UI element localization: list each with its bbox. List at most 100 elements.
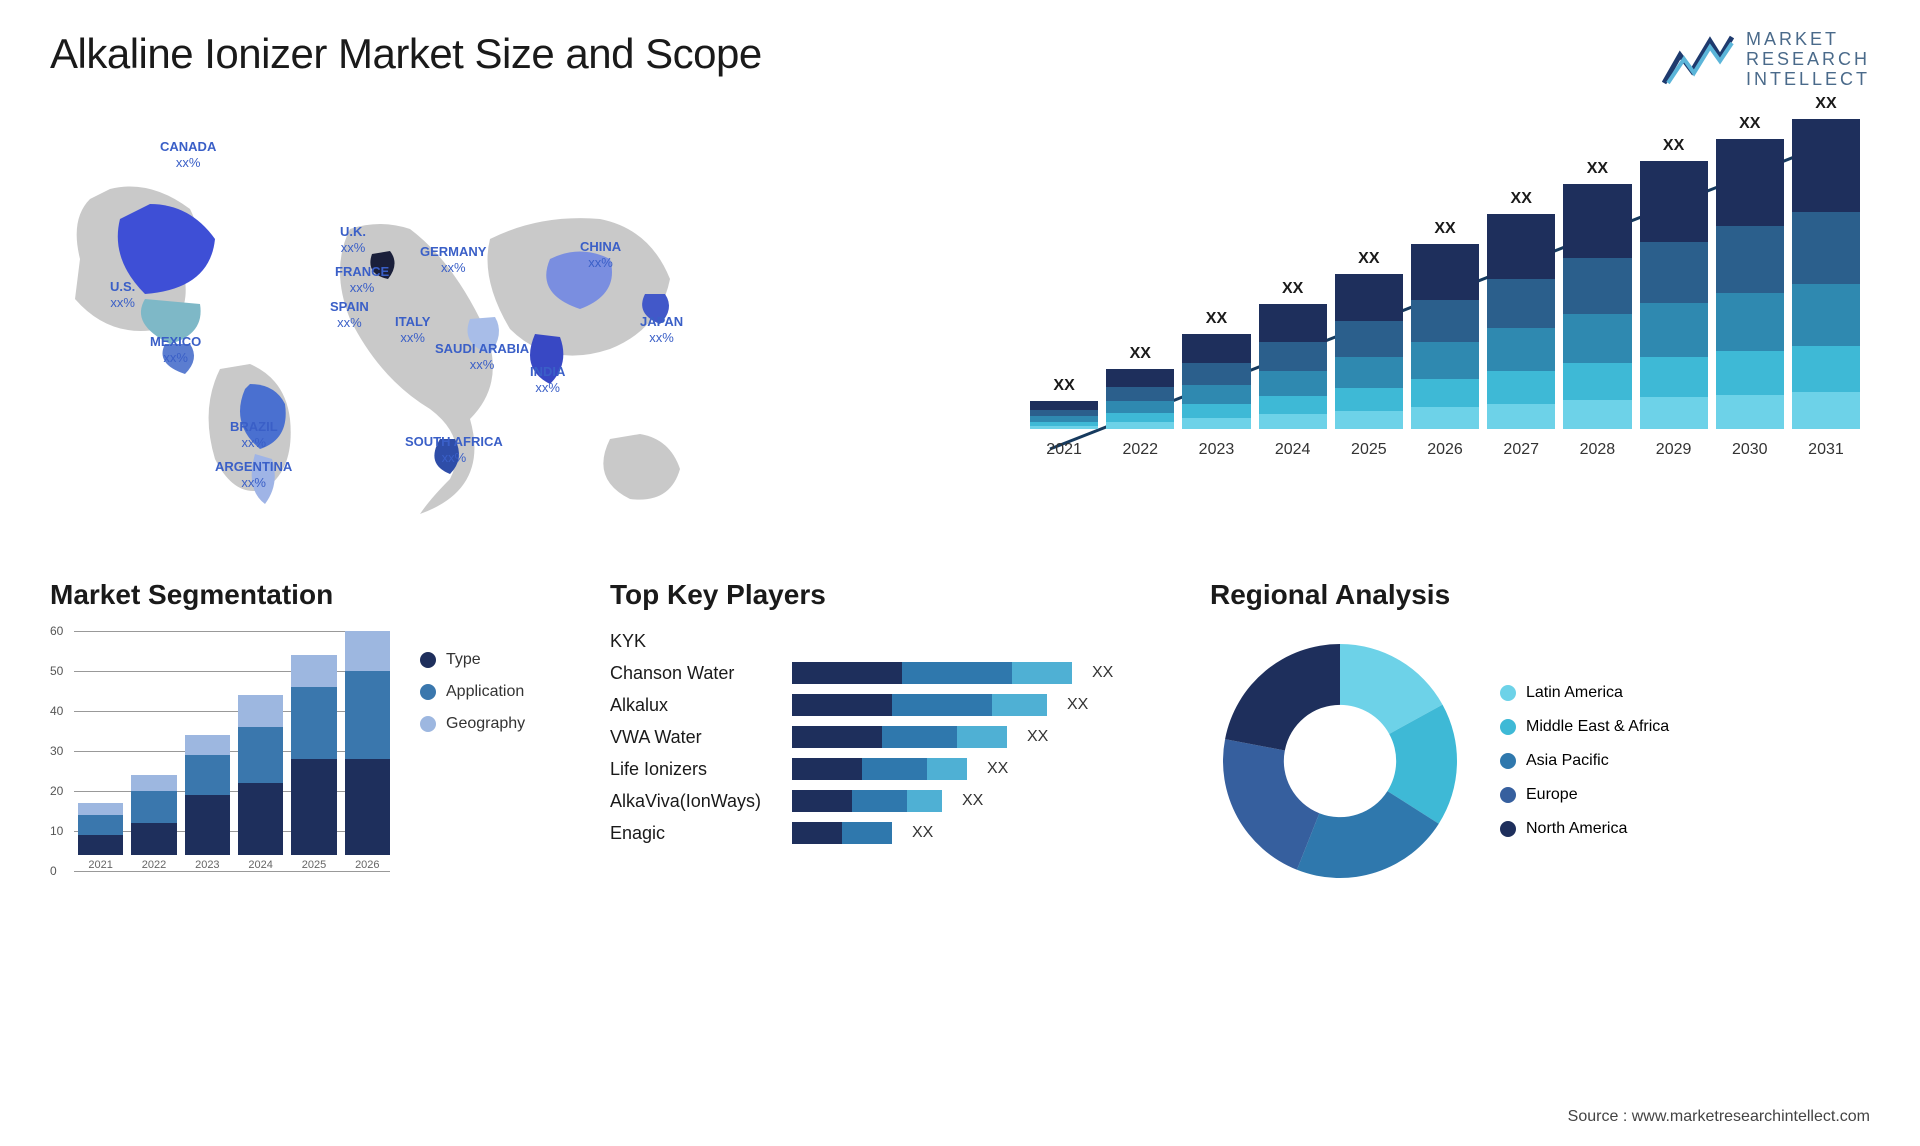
player-name: Alkalux xyxy=(610,695,780,716)
regional-legend: Latin America Middle East & Africa Asia Pa… xyxy=(1500,684,1669,838)
seg-bar-2023: 2023 xyxy=(185,735,230,871)
players-chart: KYKChanson WaterXXAlkaluxXXVWA WaterXXLi… xyxy=(610,631,1170,844)
growth-bar-value: XX xyxy=(1053,377,1074,395)
legend-label: Latin America xyxy=(1526,684,1623,702)
donut-slice xyxy=(1225,644,1340,750)
seg-bar-year: 2023 xyxy=(195,859,219,871)
legend-label: Geography xyxy=(446,715,525,733)
page-title: Alkaline Ionizer Market Size and Scope xyxy=(50,30,762,78)
map-label-france: FRANCExx% xyxy=(335,264,389,295)
legend-dot xyxy=(1500,753,1516,769)
regional-title: Regional Analysis xyxy=(1210,579,1870,611)
player-row: VWA Water XX xyxy=(610,726,1170,748)
seg-bar-2025: 2025 xyxy=(291,655,336,871)
player-value: XX xyxy=(1092,664,1113,682)
seg-bar-year: 2022 xyxy=(142,859,166,871)
growth-bar-year: 2029 xyxy=(1656,441,1692,459)
seg-bar-2026: 2026 xyxy=(345,631,390,871)
player-name: KYK xyxy=(610,631,780,652)
map-label-japan: JAPANxx% xyxy=(640,314,683,345)
player-bar xyxy=(792,822,892,844)
seg-bar-2024: 2024 xyxy=(238,695,283,871)
growth-bar-2023: XX2023 xyxy=(1182,310,1250,459)
players-title: Top Key Players xyxy=(610,579,1170,611)
legend-item: Middle East & Africa xyxy=(1500,718,1669,736)
player-bar xyxy=(792,662,1072,684)
player-row: EnagicXX xyxy=(610,822,1170,844)
growth-chart: XX2021XX2022XX2023XX2024XX2025XX2026XX20… xyxy=(1020,119,1870,539)
player-value: XX xyxy=(987,760,1008,778)
seg-bar-year: 2025 xyxy=(302,859,326,871)
player-row: Life Ionizers XX xyxy=(610,758,1170,780)
map-label-germany: GERMANYxx% xyxy=(420,244,486,275)
growth-bar-value: XX xyxy=(1358,250,1379,268)
growth-bar-2029: XX2029 xyxy=(1640,137,1708,459)
growth-bar-year: 2031 xyxy=(1808,441,1844,459)
legend-item: Application xyxy=(420,683,525,701)
legend-label: Application xyxy=(446,683,524,701)
legend-label: Europe xyxy=(1526,786,1578,804)
growth-bar-2025: XX 2025 xyxy=(1335,250,1403,459)
map-label-mexico: MEXICOxx% xyxy=(150,334,201,365)
growth-bar-year: 2030 xyxy=(1732,441,1768,459)
legend-dot xyxy=(420,684,436,700)
growth-bar-value: XX xyxy=(1282,280,1303,298)
legend-dot xyxy=(1500,787,1516,803)
map-label-saudi-arabia: SAUDI ARABIAxx% xyxy=(435,341,529,372)
map-label-india: INDIAxx% xyxy=(530,364,565,395)
seg-axis-tick: 0 xyxy=(50,864,57,878)
growth-bar-year: 2022 xyxy=(1122,441,1158,459)
player-bar xyxy=(792,790,942,812)
logo-text-1: MARKET xyxy=(1746,30,1870,50)
growth-bar-2022: XX2022 xyxy=(1106,345,1174,459)
legend-item: Type xyxy=(420,651,525,669)
legend-item: North America xyxy=(1500,820,1669,838)
legend-item: Asia Pacific xyxy=(1500,752,1669,770)
player-row: Alkalux XX xyxy=(610,694,1170,716)
legend-dot xyxy=(420,716,436,732)
growth-bar-value: XX xyxy=(1815,95,1836,113)
seg-bar-2021: 2021 xyxy=(78,803,123,871)
map-label-spain: SPAINxx% xyxy=(330,299,369,330)
legend-item: Europe xyxy=(1500,786,1669,804)
player-value: XX xyxy=(1027,728,1048,746)
growth-bar-2024: XX2024 xyxy=(1259,280,1327,459)
source-footer: Source : www.marketresearchintellect.com xyxy=(1568,1108,1870,1126)
growth-bar-value: XX xyxy=(1739,115,1760,133)
map-label-italy: ITALYxx% xyxy=(395,314,430,345)
growth-bar-2028: XX 2028 xyxy=(1563,160,1631,459)
brand-logo: MARKET RESEARCH INTELLECT xyxy=(1662,30,1870,89)
logo-text-2: RESEARCH xyxy=(1746,50,1870,70)
growth-bar-value: XX xyxy=(1511,190,1532,208)
regional-donut xyxy=(1210,631,1470,891)
player-row: KYK xyxy=(610,631,1170,652)
seg-bar-year: 2024 xyxy=(248,859,272,871)
logo-text-3: INTELLECT xyxy=(1746,70,1870,90)
player-row: AlkaViva(IonWays)XX xyxy=(610,790,1170,812)
growth-bar-value: XX xyxy=(1587,160,1608,178)
seg-bar-2022: 2022 xyxy=(131,775,176,871)
map-label-canada: CANADAxx% xyxy=(160,139,216,170)
growth-bar-2021: XX 2021 xyxy=(1030,377,1098,459)
map-label-south-africa: SOUTH AFRICAxx% xyxy=(405,434,503,465)
legend-label: Type xyxy=(446,651,481,669)
growth-bar-year: 2028 xyxy=(1580,441,1616,459)
growth-bar-year: 2021 xyxy=(1046,441,1082,459)
growth-bar-value: XX xyxy=(1434,220,1455,238)
player-name: Life Ionizers xyxy=(610,759,780,780)
growth-bar-year: 2027 xyxy=(1503,441,1539,459)
growth-bar-year: 2025 xyxy=(1351,441,1387,459)
player-value: XX xyxy=(1067,696,1088,714)
segmentation-legend: Type Application Geography xyxy=(420,651,525,891)
seg-bar-year: 2021 xyxy=(88,859,112,871)
growth-bar-2030: XX 2030 xyxy=(1716,115,1784,459)
legend-dot xyxy=(1500,719,1516,735)
map-label-u-k-: U.K.xx% xyxy=(340,224,366,255)
world-map: CANADAxx%U.S.xx%MEXICOxx%BRAZILxx%ARGENT… xyxy=(50,119,980,539)
legend-dot xyxy=(420,652,436,668)
player-name: VWA Water xyxy=(610,727,780,748)
growth-bar-2031: XX 2031 xyxy=(1792,95,1860,459)
growth-bar-2027: XX 2027 xyxy=(1487,190,1555,459)
legend-label: Middle East & Africa xyxy=(1526,718,1669,736)
seg-axis-tick: 10 xyxy=(50,824,63,838)
